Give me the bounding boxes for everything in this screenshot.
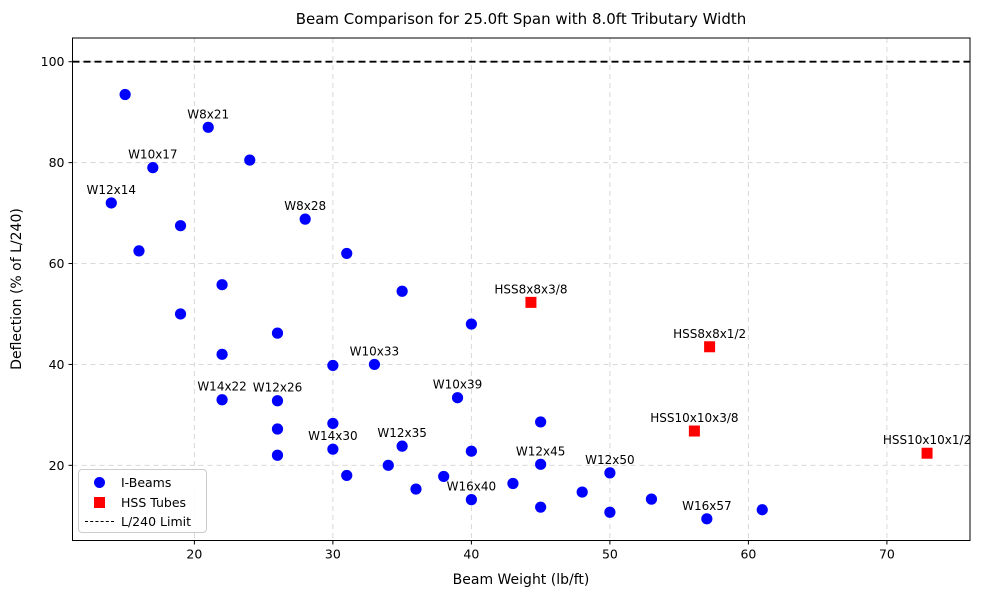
data-point-circle <box>507 477 519 490</box>
data-point-circle <box>701 513 713 525</box>
x-tick-label: 20 <box>186 547 202 562</box>
data-point-circle <box>756 504 768 516</box>
x-tick-label: 50 <box>602 547 618 562</box>
point-label: W12x45 <box>516 444 566 458</box>
y-tick-label: 20 <box>49 458 65 473</box>
data-point-circle <box>327 417 339 430</box>
point-label: W10x33 <box>350 344 400 358</box>
data-point-circle <box>382 459 394 471</box>
data-point-circle <box>119 88 131 101</box>
point-label: W14x22 <box>197 380 247 394</box>
data-point-circle <box>299 213 311 225</box>
x-axis-label: Beam Weight (lb/ft) <box>452 572 590 588</box>
point-label: HSS10x10x3/8 <box>650 411 738 425</box>
y-tick-label: 100 <box>41 54 65 69</box>
y-axis-label: Deflection (% of L/240) <box>9 208 25 370</box>
data-point-circle <box>535 416 547 428</box>
data-point-circle <box>341 469 353 482</box>
data-point-circle <box>327 443 339 455</box>
data-point-circle <box>451 392 464 404</box>
point-label: W8x21 <box>187 107 229 121</box>
point-label: W8x28 <box>284 199 326 213</box>
data-point-circle <box>604 467 616 479</box>
data-point-circle <box>271 449 284 461</box>
data-point-circle <box>396 440 408 452</box>
data-point-circle <box>244 154 256 166</box>
data-point-circle <box>465 494 477 506</box>
point-label: W16x57 <box>682 499 732 513</box>
point-label: W14x30 <box>308 429 358 443</box>
legend-item-ibeams: I-Beams <box>79 473 206 493</box>
point-label: W12x26 <box>253 381 303 395</box>
point-label: W10x17 <box>128 148 178 162</box>
point-label: W12x50 <box>585 453 635 467</box>
y-tick-label: 40 <box>49 357 65 372</box>
data-point-circle <box>216 279 228 291</box>
data-point-square <box>525 296 537 308</box>
data-point-circle <box>147 162 159 174</box>
point-label: HSS8x8x1/2 <box>673 327 746 341</box>
data-point-circle <box>535 458 547 470</box>
data-point-circle <box>368 358 381 371</box>
data-point-circle <box>604 506 616 518</box>
chart-title: Beam Comparison for 25.0ft Span with 8.0… <box>295 10 747 28</box>
legend-item-limit: L/240 Limit <box>79 512 206 532</box>
legend: I-Beams HSS Tubes L/240 Limit <box>78 469 207 533</box>
x-tick-label: 30 <box>325 547 341 562</box>
plot-border <box>72 37 971 541</box>
y-tick-label: 60 <box>49 256 65 271</box>
data-point-circle <box>535 501 547 513</box>
data-point-circle <box>327 359 339 372</box>
point-label: W12x14 <box>87 183 137 197</box>
x-tick-label: 40 <box>463 547 479 562</box>
data-point-circle <box>216 394 228 406</box>
data-point-circle <box>465 318 477 330</box>
data-point-square <box>921 447 933 459</box>
x-tick-label: 60 <box>740 547 756 562</box>
point-label: W16x40 <box>447 480 497 494</box>
data-point-circle <box>645 493 658 505</box>
data-point-circle <box>202 121 214 133</box>
data-point-circle <box>105 197 117 209</box>
square-marker-icon <box>93 496 105 508</box>
data-point-circle <box>576 486 588 498</box>
data-point-square <box>688 425 700 437</box>
data-point-circle <box>341 247 353 260</box>
circle-marker-icon <box>93 477 105 489</box>
data-point-circle <box>410 483 422 495</box>
point-label: HSS10x10x1/2 <box>883 433 971 447</box>
point-label: HSS8x8x3/8 <box>494 282 567 296</box>
data-point-circle <box>271 423 284 435</box>
data-point-circle <box>465 445 477 457</box>
data-point-square <box>704 341 716 353</box>
legend-label: I-Beams <box>121 475 172 491</box>
data-point-circle <box>271 327 284 339</box>
y-tick-label: 80 <box>49 155 65 170</box>
point-label: W12x35 <box>377 426 427 440</box>
data-point-circle <box>133 245 145 257</box>
data-point-circle <box>271 395 284 407</box>
data-point-circle <box>438 470 450 483</box>
legend-item-hss-tubes: HSS Tubes <box>79 493 206 513</box>
point-label: W10x39 <box>433 378 483 392</box>
data-point-circle <box>174 220 187 232</box>
data-point-circle <box>174 308 187 320</box>
x-tick-label: 70 <box>879 547 895 562</box>
data-point-circle <box>396 285 408 297</box>
legend-label: L/240 Limit <box>121 514 191 530</box>
legend-label: HSS Tubes <box>121 494 187 510</box>
data-point-circle <box>216 348 228 360</box>
dashed-line-icon <box>84 521 114 523</box>
